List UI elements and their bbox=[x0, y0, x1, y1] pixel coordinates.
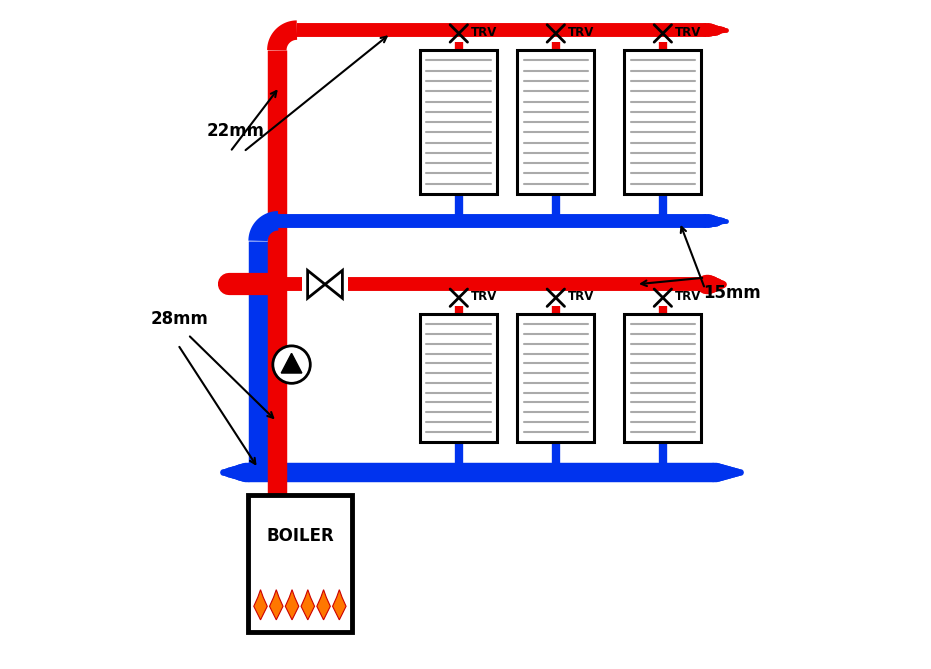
Text: 22mm: 22mm bbox=[207, 122, 264, 140]
Text: TRV: TRV bbox=[568, 25, 594, 39]
Polygon shape bbox=[281, 353, 302, 373]
Polygon shape bbox=[270, 589, 283, 620]
Text: TRV: TRV bbox=[675, 25, 701, 39]
Bar bbox=[625, 314, 701, 442]
Bar bbox=[248, 495, 352, 632]
Bar bbox=[420, 314, 497, 442]
Polygon shape bbox=[325, 270, 343, 298]
Bar bbox=[420, 50, 497, 194]
Text: TRV: TRV bbox=[471, 290, 497, 303]
Polygon shape bbox=[254, 589, 267, 620]
Text: 15mm: 15mm bbox=[703, 284, 761, 302]
Text: TRV: TRV bbox=[568, 290, 594, 303]
Polygon shape bbox=[332, 589, 346, 620]
Text: TRV: TRV bbox=[675, 290, 701, 303]
Text: TRV: TRV bbox=[471, 25, 497, 39]
Text: 28mm: 28mm bbox=[151, 310, 209, 328]
Polygon shape bbox=[317, 589, 331, 620]
Polygon shape bbox=[307, 270, 325, 298]
Bar bbox=[625, 50, 701, 194]
Circle shape bbox=[273, 346, 310, 383]
Bar bbox=[518, 50, 594, 194]
Text: BOILER: BOILER bbox=[266, 527, 334, 545]
Bar bbox=[518, 314, 594, 442]
Polygon shape bbox=[301, 589, 315, 620]
Polygon shape bbox=[285, 589, 299, 620]
